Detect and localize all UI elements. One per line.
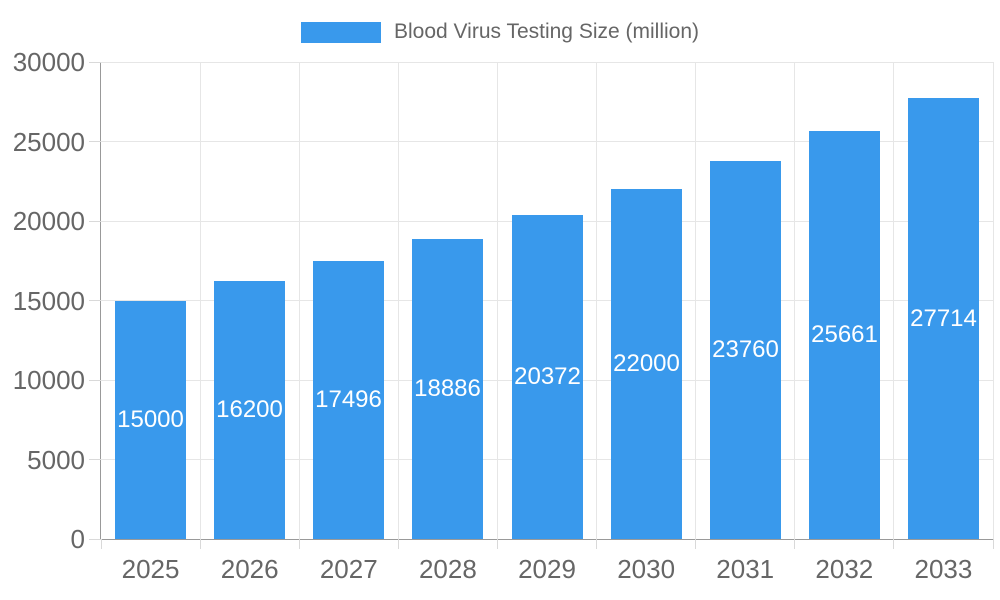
bar-2026[interactable]	[214, 281, 285, 539]
x-tick-mark	[596, 539, 598, 549]
x-axis-tick-label: 2028	[418, 554, 477, 584]
h-gridline	[101, 141, 993, 142]
x-axis-tick-label: 2033	[914, 554, 973, 584]
legend-label: Blood Virus Testing Size (million)	[393, 20, 700, 43]
v-gridline	[794, 62, 796, 539]
y-tick-mark	[89, 459, 101, 460]
x-axis-tick-label: 2026	[220, 554, 279, 584]
x-tick-mark	[794, 539, 796, 549]
y-tick-mark	[89, 379, 101, 381]
v-gridline	[199, 62, 201, 539]
v-gridline	[298, 62, 300, 539]
v-gridline	[695, 62, 697, 539]
y-axis-tick-label: 15000	[12, 285, 85, 316]
x-axis-tick-label: 2031	[716, 554, 775, 584]
bar-2033[interactable]	[908, 98, 979, 539]
x-tick-mark	[298, 539, 300, 549]
legend-item[interactable]: Blood Virus Testing Size (million)	[0, 20, 1000, 44]
y-axis-tick-label: 5000	[27, 444, 85, 475]
x-tick-mark	[496, 539, 498, 549]
y-tick-mark	[89, 538, 101, 540]
y-tick-mark	[89, 300, 101, 301]
x-tick-mark	[199, 539, 201, 549]
plot-area: 0 5000 10000 15000 20000 25000 30000 2025 15000 2…	[13, 47, 994, 584]
v-gridline	[397, 62, 399, 539]
x-tick-mark	[397, 539, 399, 549]
v-gridline	[992, 62, 994, 539]
y-tick-mark	[89, 61, 101, 63]
y-tick-mark	[89, 220, 101, 222]
x-axis-tick-label: 2025	[121, 554, 180, 584]
x-axis-tick-label: 2030	[617, 554, 676, 584]
v-gridline	[893, 62, 895, 539]
x-axis-tick-label: 2029	[518, 554, 576, 584]
y-tick-mark	[89, 141, 101, 142]
bar-2027[interactable]	[313, 260, 384, 539]
x-axis-tick-label: 2027	[319, 554, 378, 584]
bar-2032[interactable]	[809, 130, 880, 539]
x-axis-tick-label: 2032	[815, 554, 874, 584]
x-tick-mark	[893, 539, 895, 549]
bar-2028[interactable]	[412, 238, 483, 539]
y-axis-tick-label: 25000	[12, 126, 85, 157]
h-gridline	[101, 61, 993, 63]
bar-2029[interactable]	[512, 215, 583, 539]
y-axis-tick-label: 20000	[12, 206, 85, 236]
x-tick-mark	[695, 539, 697, 549]
bar-2031[interactable]	[710, 161, 781, 539]
y-axis-tick-label: 30000	[12, 47, 85, 77]
legend-swatch	[300, 21, 381, 43]
x-tick-mark	[992, 539, 994, 549]
y-axis-tick-label: 0	[70, 524, 85, 554]
y-axis-tick-label: 10000	[12, 365, 85, 395]
v-gridline	[496, 62, 498, 539]
bar-2025[interactable]	[115, 300, 186, 539]
bar-2030[interactable]	[611, 189, 682, 539]
x-tick-mark	[100, 539, 102, 549]
v-gridline	[596, 62, 598, 539]
